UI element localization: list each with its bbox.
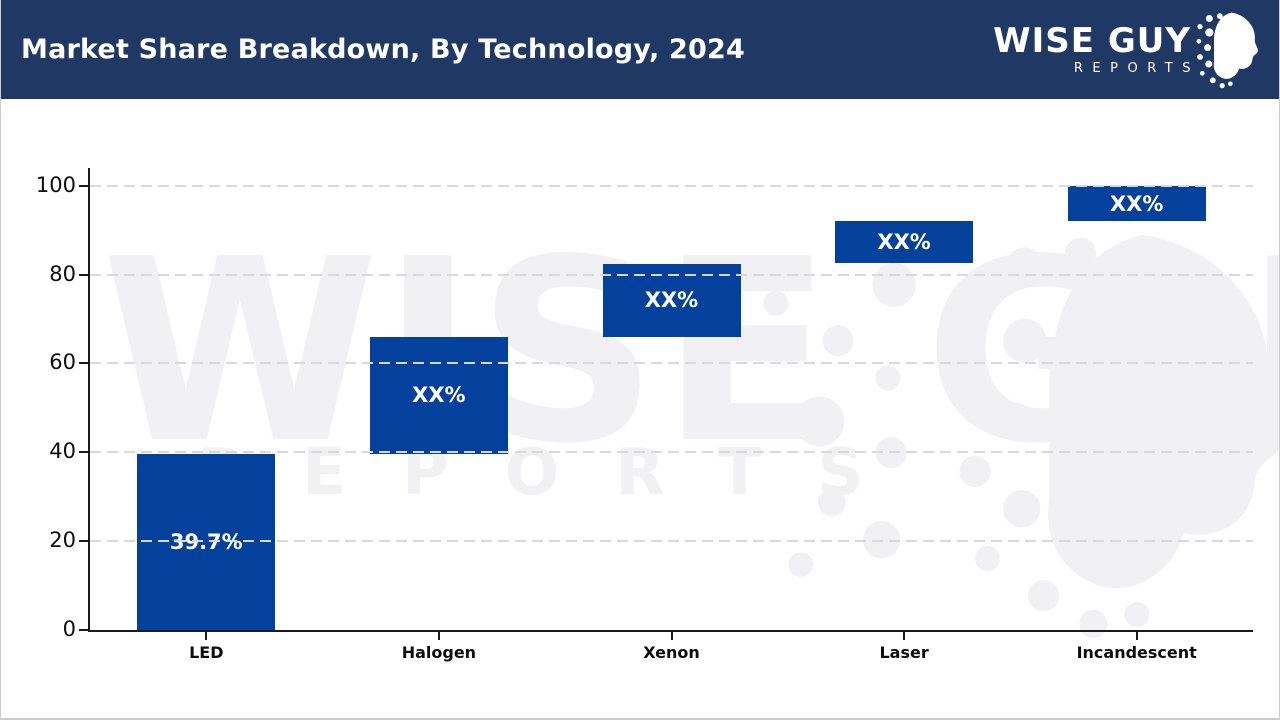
y-tick-label-0: 0	[62, 617, 76, 641]
y-tick-40	[79, 451, 88, 454]
x-tick-halogen	[437, 632, 440, 640]
gridline-80	[90, 273, 1253, 276]
bar-value-label-laser: XX%	[877, 230, 931, 255]
x-category-label-led: LED	[189, 643, 224, 662]
bar-incandescent: XX%	[1067, 185, 1206, 222]
y-tick-label-60: 60	[49, 350, 76, 375]
header: Market Share Breakdown, By Technology, 2…	[1, 0, 1279, 99]
y-tick-label-20: 20	[49, 528, 76, 553]
x-axis-line	[88, 630, 1253, 632]
brand-name: WISE GUY	[993, 20, 1191, 61]
x-category-label-laser: Laser	[879, 643, 929, 662]
chart-area: WISE GUY REPORTS 02040608010039.7%LEDXX%…	[1, 99, 1279, 718]
watermark-face-icon	[763, 234, 1279, 638]
bar-xenon: XX%	[602, 263, 741, 337]
wise-guy-face-icon	[1196, 12, 1258, 88]
y-tick-80	[79, 273, 88, 276]
y-tick-100	[79, 184, 88, 187]
y-tick-20	[79, 540, 88, 543]
y-tick-label-40: 40	[49, 439, 76, 464]
y-tick-label-80: 80	[49, 261, 76, 286]
gridline-20	[90, 540, 1253, 543]
y-tick-0	[79, 629, 88, 631]
x-category-label-xenon: Xenon	[643, 643, 700, 662]
brand-subname: REPORTS	[1073, 60, 1200, 76]
x-tick-xenon	[670, 632, 673, 640]
x-category-label-halogen: Halogen	[401, 643, 477, 662]
bar-value-label-xenon: XX%	[644, 288, 699, 313]
gridline-60	[90, 362, 1253, 365]
x-category-label-incandescent: Incandescent	[1076, 643, 1197, 662]
gridline-100	[90, 184, 1253, 187]
y-tick-label-100: 100	[35, 172, 76, 197]
y-tick-60	[79, 362, 88, 365]
x-tick-incandescent	[1135, 632, 1138, 640]
x-tick-laser	[903, 632, 906, 640]
brand-logo: WISE GUY REPORTS	[993, 7, 1263, 93]
y-axis-line	[88, 168, 90, 632]
x-tick-led	[205, 632, 208, 640]
page-title: Market Share Breakdown, By Technology, 2…	[21, 34, 746, 65]
gridline-40	[90, 451, 1253, 454]
bar-halogen: XX%	[369, 336, 508, 454]
bar-value-label-halogen: XX%	[412, 383, 466, 408]
bar-value-label-incandescent: XX%	[1109, 191, 1164, 216]
bar-laser: XX%	[835, 221, 974, 264]
brand-logo-text: WISE GUY REPORTS	[993, 24, 1191, 76]
